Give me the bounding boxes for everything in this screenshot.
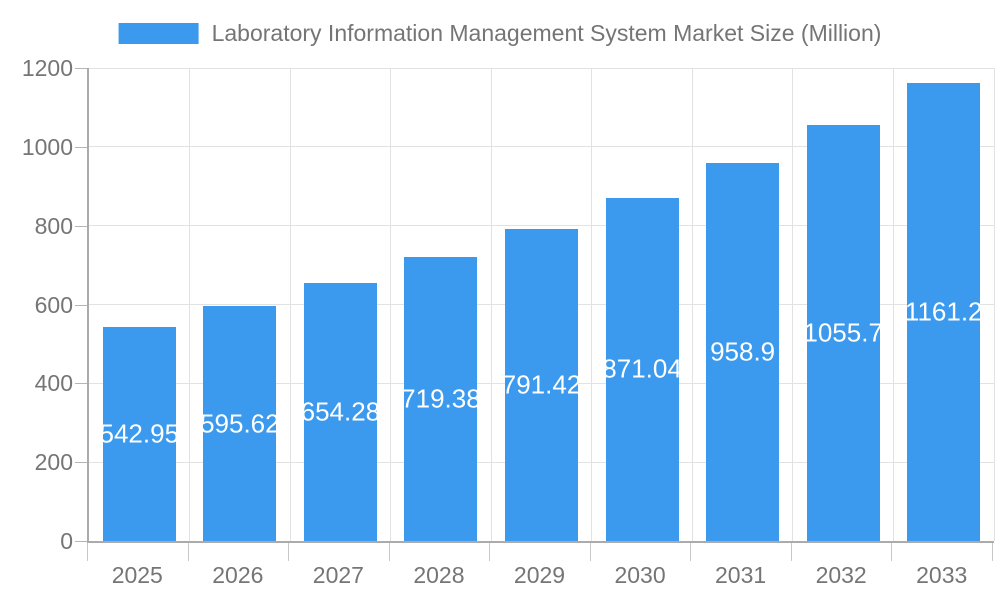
bar: 1161.2 [904,83,983,541]
x-axis-tick [589,543,591,561]
x-axis-tick [489,543,491,561]
y-axis-tick [75,146,87,148]
gridline-vertical [490,68,492,541]
gridline-vertical [792,68,794,541]
y-axis-tick [75,383,87,385]
gridline-vertical [993,68,995,541]
y-axis-tick [75,462,87,464]
bar: 791.42 [502,229,581,541]
bar: 1055.7 [803,124,883,541]
y-axis-tick [75,68,87,69]
gridline-vertical [189,68,191,541]
y-axis-tick-label: 0 [60,528,73,554]
y-axis-tick [75,304,87,306]
x-axis-tick [790,543,792,561]
gridline-vertical [390,68,392,541]
bar-value-label: 1055.7 [803,317,883,348]
x-axis-tick-label: 2031 [715,562,767,588]
gridline-horizontal [89,146,994,148]
bar-value-label: 791.42 [501,369,582,400]
x-axis-tick [992,543,993,561]
y-axis-tick-label: 1000 [21,133,73,160]
bar: 871.04 [602,197,682,541]
y-axis-tick-label: 200 [34,449,73,476]
bar-value-label: 871.04 [602,353,682,384]
legend-label: Laboratory Information Management System… [211,20,882,46]
bar-value-label: 654.28 [300,396,381,427]
x-axis-tick-label: 2030 [614,562,666,588]
gridline-vertical [289,68,291,541]
gridline-vertical [691,68,693,541]
x-axis-tick-label: 2033 [916,562,968,588]
x-axis-tick [288,543,290,561]
x-axis-tick-label: 2026 [212,562,264,588]
x-axis-tick-label: 2028 [413,562,465,588]
chart-legend[interactable]: Laboratory Information Management System… [118,20,882,47]
bar: 654.28 [301,283,380,541]
bar-value-label: 719.38 [401,383,481,414]
bar-value-label: 1161.2 [904,296,983,327]
x-axis-tick [87,543,88,561]
gridline-vertical [892,68,894,541]
x-axis-tick [690,543,692,561]
plot-area: 542.95 595.62 654.28 719.38 791.42 871.04 958.… [87,67,995,543]
bar: 719.38 [401,257,481,541]
y-axis-tick-label: 600 [34,291,73,318]
gridline-horizontal [89,67,994,69]
y-axis-tick-label: 400 [34,370,73,397]
gridline-vertical [591,68,593,541]
x-axis-tick-label: 2032 [815,562,867,588]
bar-value-label: 595.62 [200,408,280,439]
x-axis-tick-label: 2025 [111,562,163,588]
x-axis-tick [891,543,893,561]
y-axis-tick-label: 1200 [21,55,73,81]
bar: 958.9 [706,163,780,541]
bar-value-label: 958.9 [710,336,776,367]
legend-swatch [118,23,199,44]
x-axis-tick [388,543,390,561]
gridline-horizontal [89,225,994,227]
bar: 542.95 [100,327,179,541]
y-axis-tick [75,541,87,542]
y-axis-tick-label: 800 [34,212,73,239]
x-axis-tick [187,543,189,561]
x-axis-tick-label: 2029 [513,562,566,588]
bar: 595.62 [200,306,280,541]
bar-value-label: 542.95 [99,418,180,449]
y-axis-tick [75,225,87,227]
x-axis-tick-label: 2027 [312,562,364,588]
